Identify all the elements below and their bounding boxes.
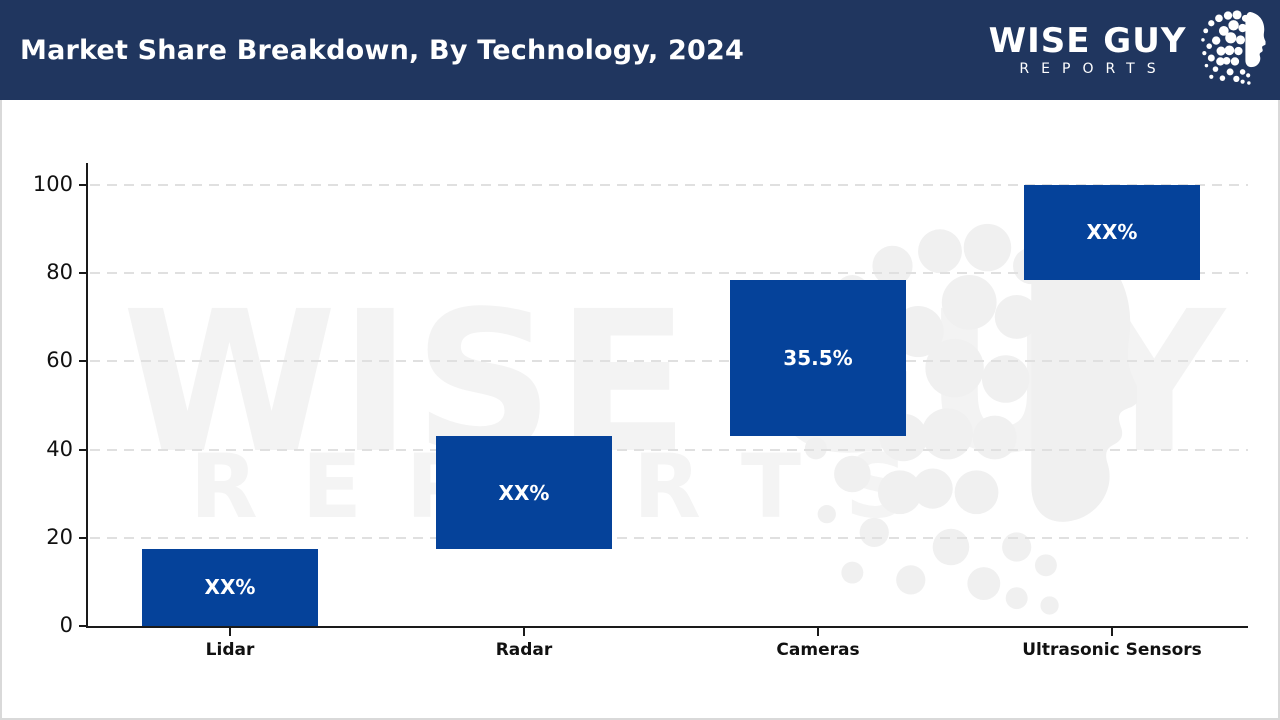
bar-ultrasonic-sensors: XX% [1024, 185, 1200, 280]
image-border-left [0, 100, 2, 720]
x-category-label-lidar: Lidar [205, 640, 255, 660]
y-tick-label-100: 100 [32, 172, 73, 196]
x-tick-ultrasonic-sensors [1111, 628, 1113, 636]
y-tick-20 [79, 536, 88, 539]
bar-radar: XX% [436, 436, 612, 549]
image-border-right [1278, 100, 1280, 720]
y-tick-100 [79, 184, 88, 186]
bar-value-label-lidar: XX% [204, 575, 256, 600]
logo-text: WISE GUY REPORTS [989, 24, 1187, 76]
gridline-40 [90, 448, 1248, 451]
chart-title: Market Share Breakdown, By Technology, 2… [20, 34, 745, 66]
logo-subtitle: REPORTS [1019, 61, 1168, 77]
y-tick-label-20: 20 [46, 524, 73, 549]
x-axis-line [86, 626, 1248, 628]
gridline-20 [90, 536, 1248, 539]
logo-wordmark: WISE GUY [988, 21, 1187, 61]
gridline-60 [90, 360, 1248, 363]
y-tick-40 [79, 448, 88, 451]
bar-lidar: XX% [142, 548, 318, 626]
gridline-100 [90, 184, 1248, 186]
x-tick-lidar [229, 628, 231, 636]
x-tick-radar [523, 628, 525, 636]
y-tick-label-0: 0 [59, 613, 73, 637]
y-tick-80 [79, 272, 88, 275]
x-category-label-cameras: Cameras [776, 640, 860, 660]
y-tick-60 [79, 360, 88, 363]
y-tick-label-80: 80 [46, 260, 73, 285]
y-tick-0 [79, 625, 88, 627]
bar-value-label-radar: XX% [498, 480, 550, 505]
y-tick-label-60: 60 [46, 348, 73, 373]
x-tick-cameras [817, 628, 819, 636]
y-axis-line [86, 163, 88, 628]
image-border-bottom [0, 718, 1280, 720]
y-tick-label-40: 40 [46, 436, 73, 461]
bar-value-label-ultrasonic-sensors: XX% [1086, 220, 1138, 245]
x-category-label-radar: Radar [495, 640, 553, 660]
logo-face-icon [1196, 10, 1266, 90]
header-bar: Market Share Breakdown, By Technology, 2… [0, 0, 1280, 100]
wise-guy-logo: WISE GUY REPORTS [989, 10, 1266, 90]
gridline-80 [90, 272, 1248, 275]
x-category-label-ultrasonic-sensors: Ultrasonic Sensors [1022, 640, 1202, 660]
bar-cameras: 35.5% [730, 279, 906, 437]
bar-value-label-cameras: 35.5% [783, 346, 853, 371]
